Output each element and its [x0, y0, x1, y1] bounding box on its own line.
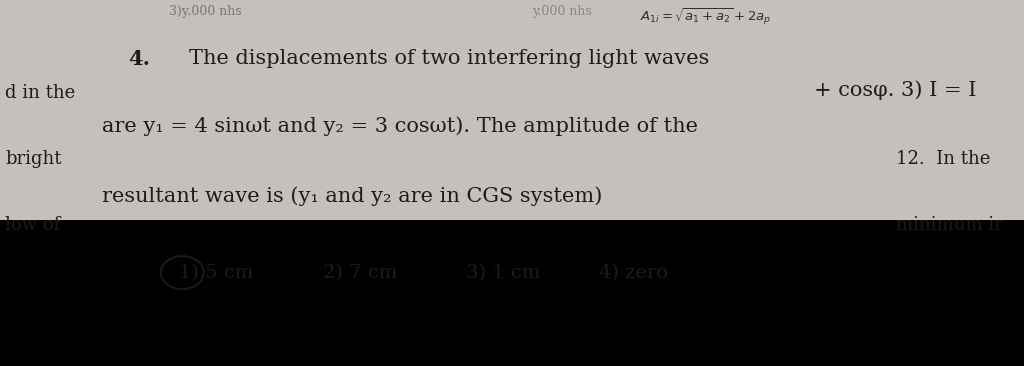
Bar — [0, 220, 1024, 366]
Text: 3) 1 cm: 3) 1 cm — [466, 264, 541, 282]
Bar — [0, 0, 1024, 220]
Text: d in the: d in the — [5, 84, 76, 102]
Text: minimum ir: minimum ir — [896, 216, 1002, 234]
Text: y.000 nhs: y.000 nhs — [532, 5, 592, 19]
Text: 2) 7 cm: 2) 7 cm — [323, 264, 397, 282]
Text: The displacements of two interfering light waves: The displacements of two interfering lig… — [189, 49, 710, 68]
Text: 3)y.000 nhs: 3)y.000 nhs — [169, 5, 242, 19]
Text: low of: low of — [5, 216, 60, 234]
Text: are y₁ = 4 sinωt and y₂ = 3 cosωt). The amplitude of the: are y₁ = 4 sinωt and y₂ = 3 cosωt). The … — [102, 116, 698, 136]
Text: 4.: 4. — [128, 49, 150, 68]
Text: + cosφ. 3) I = I: + cosφ. 3) I = I — [814, 80, 977, 100]
Text: 12.  In the: 12. In the — [896, 150, 990, 168]
Text: $\mathit{A_{1i}=\sqrt{a_1+a_2}+2a_p}$: $\mathit{A_{1i}=\sqrt{a_1+a_2}+2a_p}$ — [640, 6, 771, 27]
Text: 1) 5 cm: 1) 5 cm — [179, 264, 254, 282]
Text: resultant wave is (y₁ and y₂ are in CGS system): resultant wave is (y₁ and y₂ are in CGS … — [102, 186, 603, 206]
Text: 4) zero: 4) zero — [599, 264, 668, 282]
Text: bright: bright — [5, 150, 61, 168]
